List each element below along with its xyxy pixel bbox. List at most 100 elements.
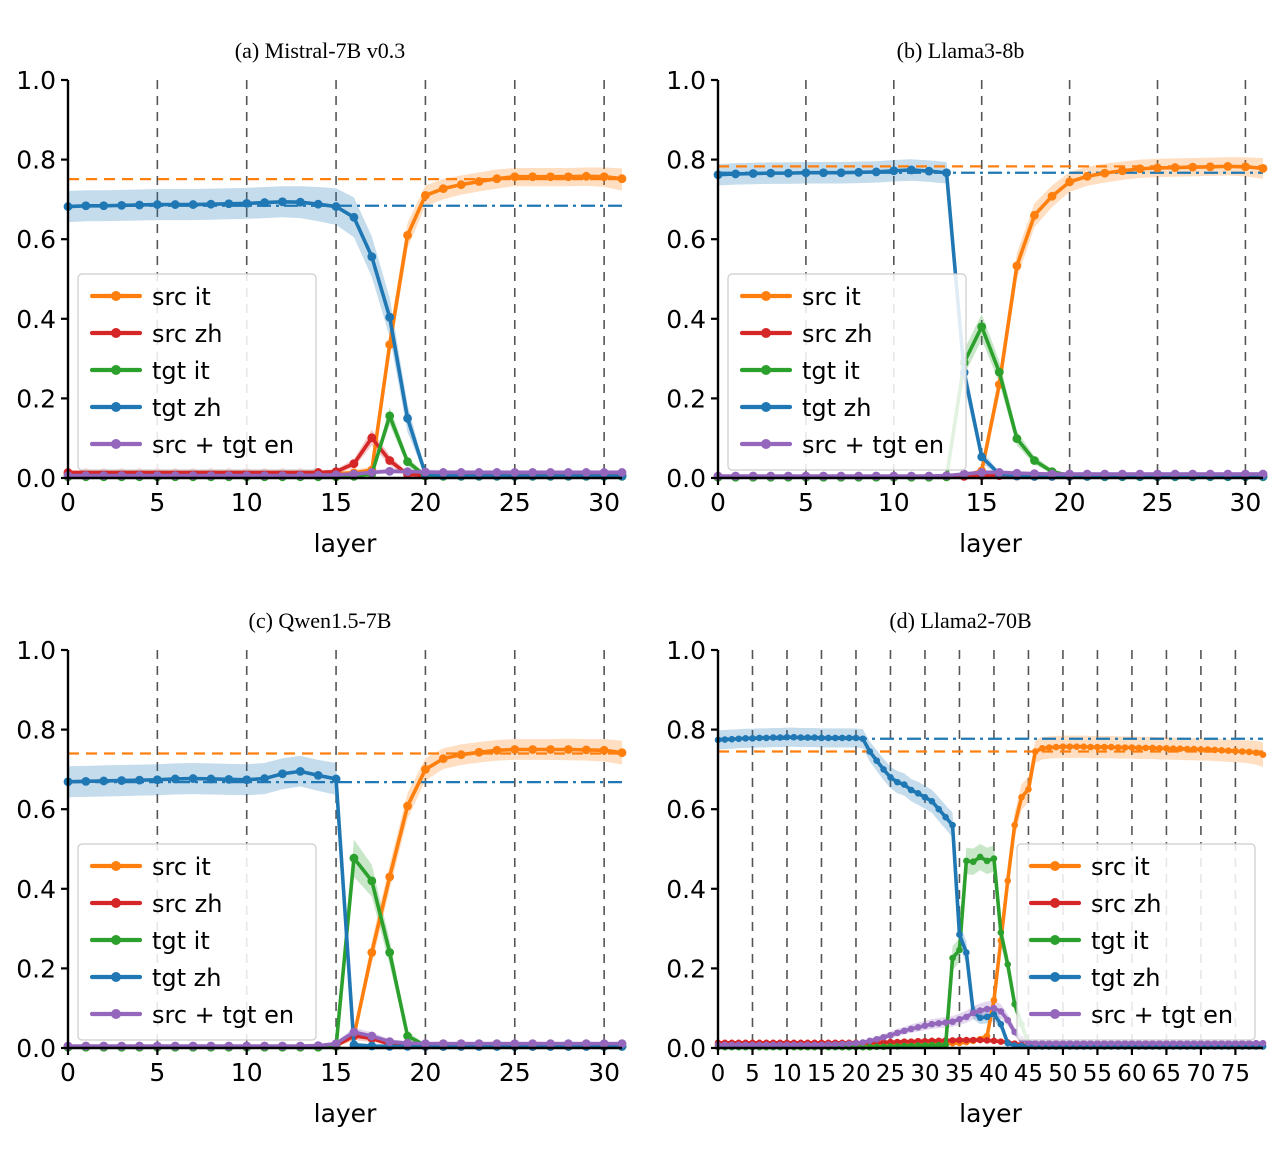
data-point (963, 949, 970, 956)
y-tick-label: 1.0 (666, 636, 706, 665)
data-point (242, 198, 252, 208)
y-tick-label: 0.2 (16, 954, 56, 983)
data-point (1163, 1039, 1170, 1047)
data-point (1011, 1028, 1018, 1036)
data-point (783, 1041, 791, 1049)
data-point (797, 1041, 805, 1049)
x-tick-label: 15 (966, 488, 998, 517)
data-point (331, 202, 341, 211)
data-point (1082, 469, 1092, 479)
data-point (859, 735, 867, 743)
data-point (1190, 1039, 1198, 1047)
data-point (1012, 468, 1022, 478)
data-point (1245, 748, 1253, 756)
x-tick-label: 25 (499, 488, 531, 517)
data-point (385, 872, 395, 882)
y-tick-label: 0.6 (16, 795, 56, 824)
data-point (367, 1031, 377, 1041)
data-point (1011, 1000, 1018, 1008)
x-tick-label: 65 (1152, 1061, 1181, 1087)
legend-marker-src_tgt_en (111, 439, 121, 449)
data-point (721, 1041, 729, 1049)
data-point (983, 1005, 991, 1013)
data-point (349, 459, 359, 469)
legend-b: src it src zh tgt it tgt zh src + tgt en (727, 273, 967, 471)
legend-label-src_tgt_en: src + tgt en (152, 431, 294, 459)
data-point (528, 1039, 538, 1049)
data-point (811, 1041, 818, 1049)
data-point (528, 745, 538, 754)
data-point (1045, 1039, 1053, 1047)
data-point (1004, 961, 1012, 968)
x-tick-label: 10 (231, 488, 263, 517)
data-point (510, 172, 520, 182)
data-point (135, 200, 144, 210)
data-point (1142, 744, 1150, 752)
y-tick-label: 0.0 (16, 1034, 56, 1063)
data-point (313, 770, 323, 780)
data-point (1135, 744, 1143, 752)
data-point (1170, 745, 1177, 753)
data-point (871, 167, 881, 177)
data-point (1012, 261, 1022, 271)
data-point (367, 433, 377, 443)
data-point (1218, 746, 1225, 754)
data-point (1100, 168, 1110, 178)
legend-label-src_tgt_en: src + tgt en (152, 1001, 294, 1029)
legend-marker-tgt_it (111, 935, 121, 945)
data-point (866, 748, 874, 755)
x-tick-label: 25 (1142, 488, 1174, 517)
data-point (1025, 786, 1032, 793)
data-point (721, 736, 729, 743)
data-point (474, 468, 484, 477)
x-axis-label: layer (959, 1099, 1022, 1128)
data-point (783, 733, 791, 741)
y-tick-label: 0.0 (16, 464, 56, 493)
x-tick-label: 5 (745, 1061, 760, 1087)
data-point (889, 166, 899, 176)
data-point (801, 168, 811, 178)
data-point (880, 1033, 887, 1041)
data-point (949, 821, 956, 829)
x-tick-label: 35 (945, 1061, 974, 1087)
data-point (1128, 1039, 1136, 1047)
data-point (1170, 469, 1180, 479)
data-point (510, 468, 520, 477)
data-point (997, 1008, 1005, 1015)
data-point (1218, 1039, 1225, 1047)
data-point (1107, 1039, 1115, 1047)
data-point (421, 765, 430, 774)
data-point (921, 793, 929, 801)
data-point (1197, 746, 1205, 753)
legend-label-tgt_it: tgt it (152, 927, 210, 955)
data-point (1135, 469, 1145, 479)
y-tick-label: 0.8 (16, 716, 56, 745)
y-tick-label: 0.6 (666, 225, 706, 254)
data-point (852, 1039, 860, 1047)
data-point (438, 468, 448, 477)
data-point (728, 1041, 736, 1049)
data-point (1065, 469, 1075, 479)
data-point (1059, 1039, 1067, 1047)
legend-label-src_tgt_en: src + tgt en (1091, 1001, 1233, 1029)
data-point (385, 456, 395, 465)
legend-label-tgt_zh: tgt zh (152, 964, 222, 992)
data-point (331, 1039, 341, 1049)
data-point (313, 199, 323, 209)
data-point (385, 466, 395, 476)
x-tick-label: 20 (1054, 488, 1086, 517)
data-point (1205, 162, 1215, 172)
data-point (894, 778, 901, 786)
data-point (367, 252, 377, 262)
data-point (331, 774, 341, 784)
data-point (617, 468, 627, 477)
data-point (492, 745, 502, 755)
legend-marker-src_tgt_en (761, 439, 771, 449)
x-tick-label: 15 (320, 1058, 352, 1087)
data-point (900, 781, 908, 788)
data-point (1241, 469, 1250, 479)
data-point (1066, 743, 1074, 751)
legend-label-src_zh: src zh (1091, 890, 1161, 918)
plot-area-d: 0.0 0.2 0.4 0.6 0.8 1.0 0 5 10 15 20 25 30 35 40 45 50 55… (666, 636, 1267, 1128)
data-point (880, 766, 887, 773)
